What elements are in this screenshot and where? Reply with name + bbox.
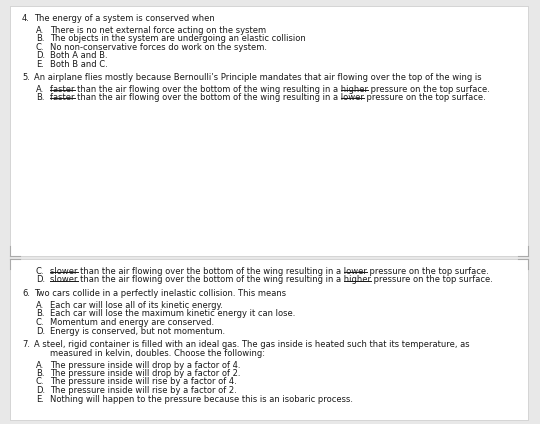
Text: C.: C. <box>36 267 44 276</box>
Text: Both B and C.: Both B and C. <box>50 60 108 69</box>
Text: A.: A. <box>36 84 44 94</box>
Text: 7.: 7. <box>22 340 30 349</box>
Text: Nothing will happen to the pressure because this is an isobaric process.: Nothing will happen to the pressure beca… <box>50 394 353 404</box>
Text: No non-conservative forces do work on the system.: No non-conservative forces do work on th… <box>50 43 267 52</box>
Text: Each car will lose all of its kinetic energy.: Each car will lose all of its kinetic en… <box>50 301 223 310</box>
Text: An airplane flies mostly because Bernoulli’s Principle mandates that air flowing: An airplane flies mostly because Bernoul… <box>34 73 482 82</box>
Text: slower than the air flowing over the bottom of the wing resulting in a lower pre: slower than the air flowing over the bot… <box>50 267 489 276</box>
FancyBboxPatch shape <box>10 259 528 420</box>
Text: A.: A. <box>36 26 44 35</box>
Text: The pressure inside will drop by a factor of 2.: The pressure inside will drop by a facto… <box>50 369 240 378</box>
Text: B.: B. <box>36 369 44 378</box>
Text: The pressure inside will rise by a factor of 2.: The pressure inside will rise by a facto… <box>50 386 237 395</box>
Text: B.: B. <box>36 93 44 102</box>
Text: Energy is conserved, but not momentum.: Energy is conserved, but not momentum. <box>50 326 225 335</box>
Text: 6.: 6. <box>22 289 30 298</box>
Text: measured in kelvin, doubles. Choose the following:: measured in kelvin, doubles. Choose the … <box>50 349 265 357</box>
Text: There is no net external force acting on the system: There is no net external force acting on… <box>50 26 266 35</box>
Text: Momentum and energy are conserved.: Momentum and energy are conserved. <box>50 318 214 327</box>
Text: Both A and B.: Both A and B. <box>50 51 107 60</box>
Text: The objects in the system are undergoing an elastic collision: The objects in the system are undergoing… <box>50 34 306 43</box>
Text: slower than the air flowing over the bottom of the wing resulting in a higher pr: slower than the air flowing over the bot… <box>50 276 493 285</box>
Text: D.: D. <box>36 276 45 285</box>
Text: A.: A. <box>36 301 44 310</box>
Text: B.: B. <box>36 34 44 43</box>
Text: A.: A. <box>36 360 44 369</box>
Text: A steel, rigid container is filled with an ideal gas. The gas inside is heated s: A steel, rigid container is filled with … <box>34 340 470 349</box>
Text: C.: C. <box>36 377 44 387</box>
Text: Two cars collide in a perfectly inelastic collision. This means: Two cars collide in a perfectly inelasti… <box>34 289 286 298</box>
FancyBboxPatch shape <box>10 6 528 256</box>
Text: E.: E. <box>36 60 44 69</box>
Text: faster than the air flowing over the bottom of the wing resulting in a lower pre: faster than the air flowing over the bot… <box>50 93 486 102</box>
Text: 5.: 5. <box>22 73 30 82</box>
Text: faster than the air flowing over the bottom of the wing resulting in a higher pr: faster than the air flowing over the bot… <box>50 84 490 94</box>
Text: D.: D. <box>36 386 45 395</box>
Text: E.: E. <box>36 394 44 404</box>
Text: C.: C. <box>36 318 44 327</box>
Text: The energy of a system is conserved when: The energy of a system is conserved when <box>34 14 215 23</box>
Text: Each car will lose the maximum kinetic energy it can lose.: Each car will lose the maximum kinetic e… <box>50 310 295 318</box>
Text: D.: D. <box>36 326 45 335</box>
Text: The pressure inside will rise by a factor of 4.: The pressure inside will rise by a facto… <box>50 377 237 387</box>
Text: B.: B. <box>36 310 44 318</box>
Text: The pressure inside will drop by a factor of 4.: The pressure inside will drop by a facto… <box>50 360 240 369</box>
Text: 4.: 4. <box>22 14 30 23</box>
Text: C.: C. <box>36 43 44 52</box>
Text: D.: D. <box>36 51 45 60</box>
